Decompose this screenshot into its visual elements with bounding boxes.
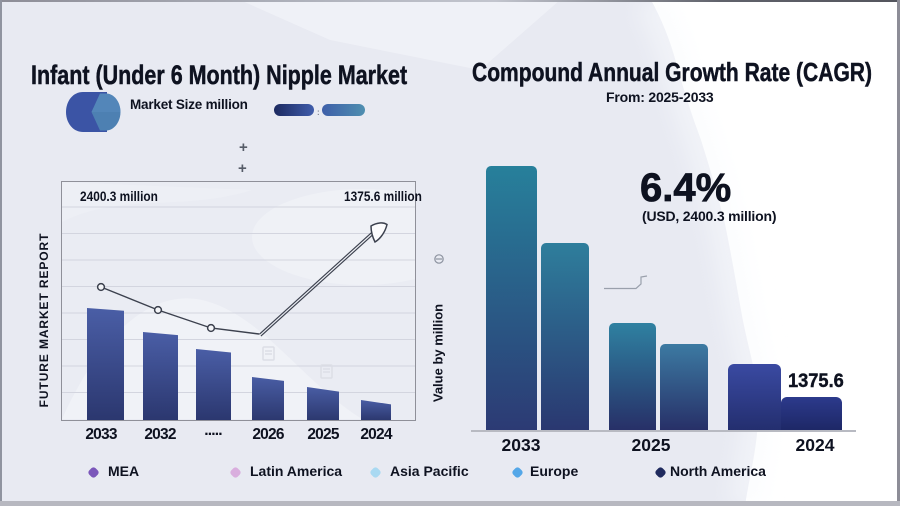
svg-text::: :	[317, 108, 320, 117]
